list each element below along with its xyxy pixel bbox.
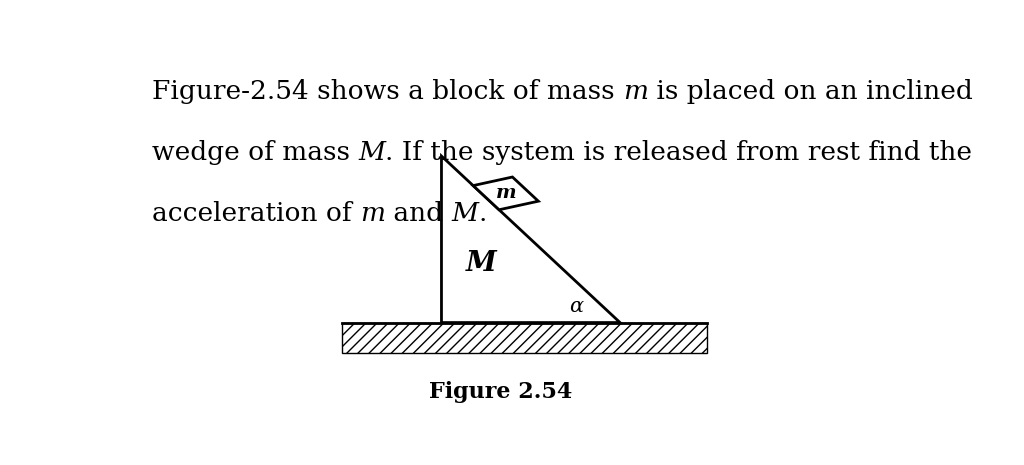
Bar [342,323,708,353]
Polygon shape [473,177,539,210]
Text: M: M [358,140,385,165]
Text: . If the system is released from rest find the: . If the system is released from rest fi… [385,140,972,165]
Text: is placed on an inclined: is placed on an inclined [648,79,973,104]
Text: m: m [359,201,385,226]
Text: acceleration of: acceleration of [152,201,359,226]
Text: m: m [496,185,516,202]
Text: Figure-2.54 shows a block of mass: Figure-2.54 shows a block of mass [152,79,623,104]
Text: Figure 2.54: Figure 2.54 [429,381,572,403]
Text: α: α [569,297,584,316]
Text: M: M [452,201,478,226]
Polygon shape [441,156,620,323]
Text: wedge of mass: wedge of mass [152,140,358,165]
Text: and: and [385,201,452,226]
Text: m: m [623,79,648,104]
Text: M: M [466,250,497,277]
Text: .: . [478,201,486,226]
